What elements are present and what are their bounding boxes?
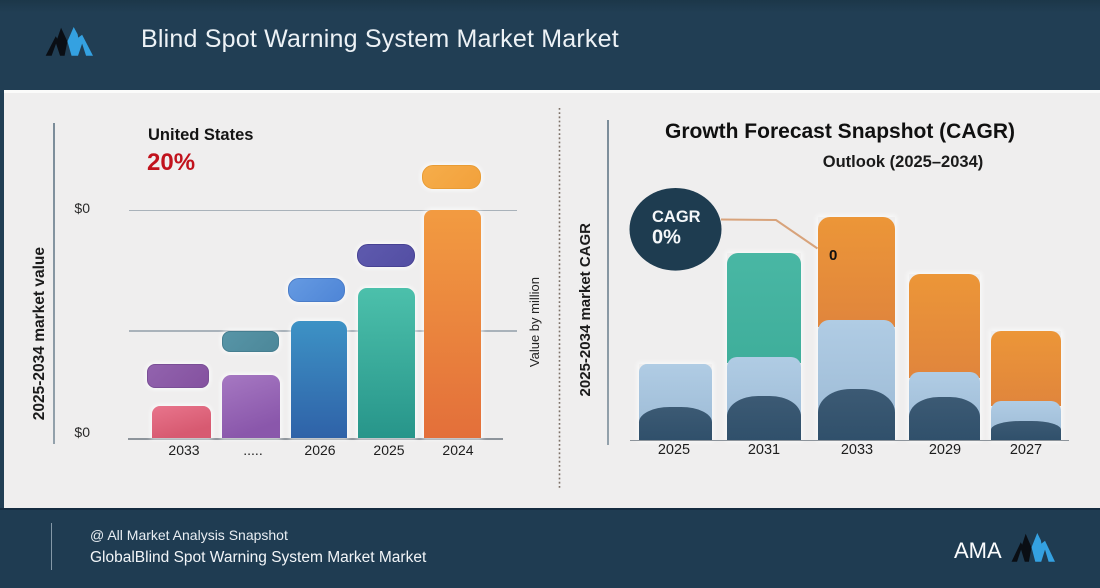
svg-text:0%: 0% <box>652 227 681 249</box>
svg-text:CAGR: CAGR <box>652 208 701 226</box>
